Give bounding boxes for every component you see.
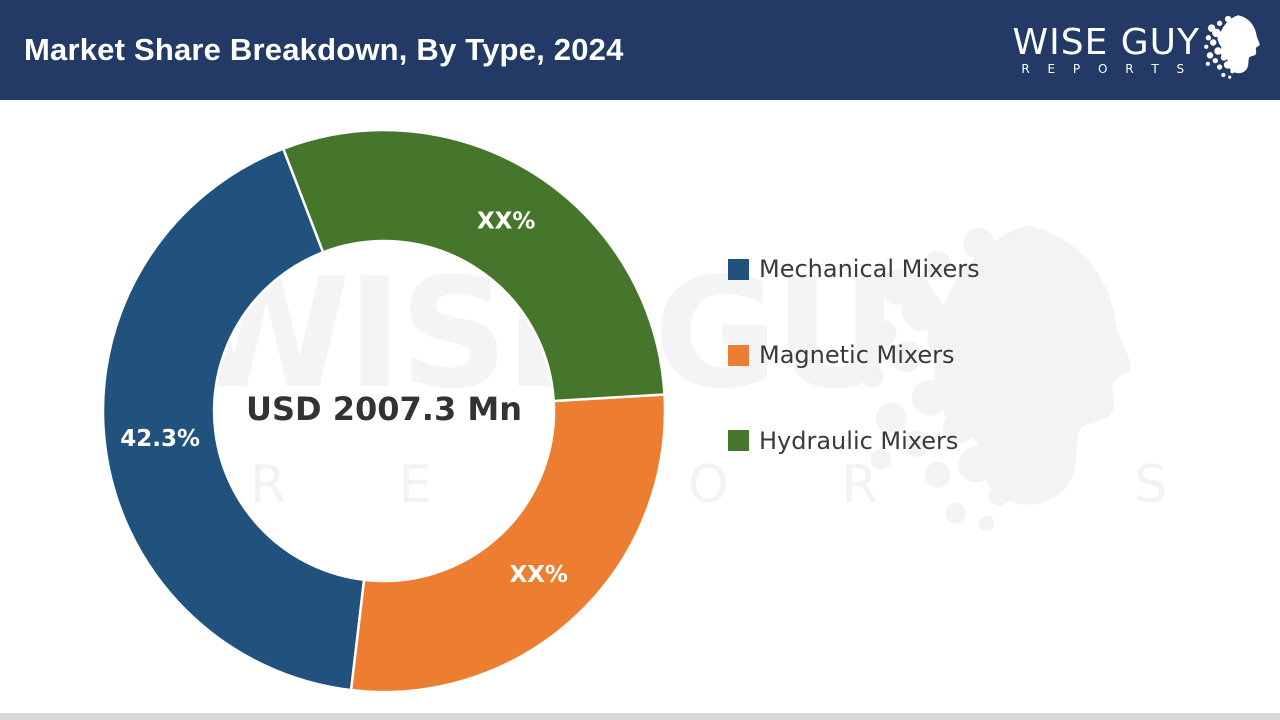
header-bar: Market Share Breakdown, By Type, 2024 WI… (0, 0, 1280, 100)
donut-slices (101, 128, 667, 694)
legend-item-magnetic-mixers: Magnetic Mixers (728, 341, 980, 370)
legend-label: Mechanical Mixers (759, 255, 980, 283)
slice-label: 42.3% (120, 426, 200, 452)
logo-brand-name: WISE GUY (1012, 21, 1200, 63)
donut-slice-magnetic-mixers (349, 393, 667, 694)
slice-label: XX% (509, 562, 568, 588)
logo-face-icon (1204, 14, 1260, 79)
wiseguy-logo: WISE GUY R E P O R T S (1013, 13, 1280, 88)
donut-chart: 42.3% XX% XX% USD 2007.3 Mn (101, 128, 667, 694)
legend-item-hydraulic-mixers: Hydraulic Mixers (728, 427, 980, 456)
legend-label: Magnetic Mixers (759, 340, 955, 369)
legend-item-mechanical-mixers: Mechanical Mixers (728, 255, 980, 284)
donut-slice-hydraulic-mixers (282, 128, 666, 403)
legend-swatch (728, 344, 749, 366)
footer-bar (0, 713, 1280, 720)
logo-brand-subtitle: R E P O R T S (1021, 62, 1192, 77)
chart-legend: Mechanical Mixers Magnetic Mixers Hydrauli… (728, 255, 980, 455)
donut-center-value: USD 2007.3 Mn (246, 390, 522, 428)
donut-slice-labels: 42.3% XX% XX% (120, 209, 568, 589)
slice-label: XX% (477, 209, 536, 235)
legend-swatch (728, 430, 749, 452)
donut-slice-mechanical-mixers (101, 147, 366, 692)
page-title: Market Share Breakdown, By Type, 2024 (24, 32, 624, 67)
legend-swatch (728, 258, 749, 280)
legend-label: Hydraulic Mixers (759, 426, 959, 455)
